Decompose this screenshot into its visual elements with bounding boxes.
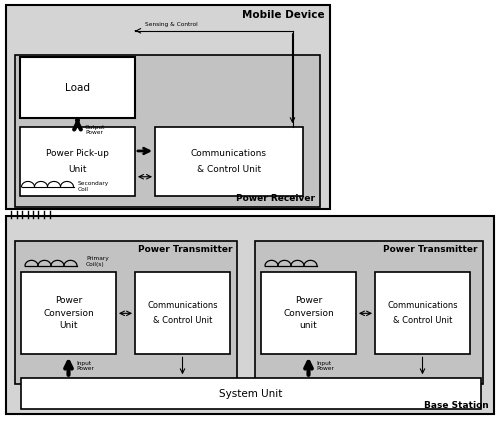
Bar [20, 127, 135, 196]
Text: Unit: Unit [68, 165, 87, 173]
Text: Conversion: Conversion [283, 309, 334, 318]
Bar [20, 57, 135, 118]
Bar [261, 272, 356, 354]
Text: & Control Unit: & Control Unit [393, 316, 452, 325]
Text: Input
Power: Input Power [76, 361, 94, 371]
Text: Communications: Communications [191, 149, 267, 158]
Text: unit: unit [300, 322, 318, 330]
Bar [255, 241, 482, 384]
Text: System Unit: System Unit [220, 389, 282, 398]
Text: Power: Power [295, 296, 322, 305]
Text: & Control Unit: & Control Unit [196, 165, 261, 173]
Text: Communications: Communications [147, 301, 218, 310]
Text: & Control Unit: & Control Unit [153, 316, 212, 325]
Text: Conversion: Conversion [43, 309, 94, 318]
Text: Primary
Coil(s): Primary Coil(s) [86, 256, 109, 267]
Text: Power Transmitter: Power Transmitter [383, 245, 478, 254]
Bar [21, 378, 481, 409]
Text: Power Receiver: Power Receiver [236, 194, 315, 203]
Bar [15, 55, 320, 207]
Bar [21, 272, 116, 354]
Text: Unit: Unit [60, 322, 78, 330]
Bar [6, 216, 494, 414]
Bar [6, 5, 330, 209]
Text: Output
Power: Output Power [85, 124, 105, 135]
Text: Secondary
Coil: Secondary Coil [78, 181, 109, 192]
Text: Load: Load [65, 83, 90, 92]
Text: Input
Power: Input Power [316, 361, 334, 371]
Bar [15, 241, 237, 384]
Text: Mobile Device: Mobile Device [242, 10, 325, 20]
Bar [375, 272, 470, 354]
Text: Power: Power [55, 296, 82, 305]
Text: Power Transmitter: Power Transmitter [138, 245, 232, 254]
Bar [155, 127, 302, 196]
Text: Power Pick-up: Power Pick-up [46, 149, 109, 158]
Bar [135, 272, 230, 354]
Text: Sensing & Control: Sensing & Control [145, 22, 198, 27]
Text: Communications: Communications [387, 301, 458, 310]
Text: Base Station: Base Station [424, 401, 488, 410]
